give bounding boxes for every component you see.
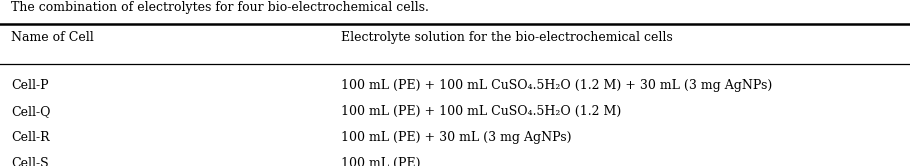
Text: Cell-P: Cell-P — [11, 79, 48, 92]
Text: Cell-R: Cell-R — [11, 131, 49, 144]
Text: 100 mL (PE) + 30 mL (3 mg AgNPs): 100 mL (PE) + 30 mL (3 mg AgNPs) — [341, 131, 571, 144]
Text: 100 mL (PE): 100 mL (PE) — [341, 157, 420, 166]
Text: Cell-S: Cell-S — [11, 157, 48, 166]
Text: Name of Cell: Name of Cell — [11, 31, 94, 44]
Text: 100 mL (PE) + 100 mL CuSO₄.5H₂O (1.2 M) + 30 mL (3 mg AgNPs): 100 mL (PE) + 100 mL CuSO₄.5H₂O (1.2 M) … — [341, 79, 773, 92]
Text: 100 mL (PE) + 100 mL CuSO₄.5H₂O (1.2 M): 100 mL (PE) + 100 mL CuSO₄.5H₂O (1.2 M) — [341, 105, 622, 118]
Text: Electrolyte solution for the bio-electrochemical cells: Electrolyte solution for the bio-electro… — [341, 31, 673, 44]
Text: Cell-Q: Cell-Q — [11, 105, 50, 118]
Text: The combination of electrolytes for four bio-electrochemical cells.: The combination of electrolytes for four… — [11, 1, 429, 14]
